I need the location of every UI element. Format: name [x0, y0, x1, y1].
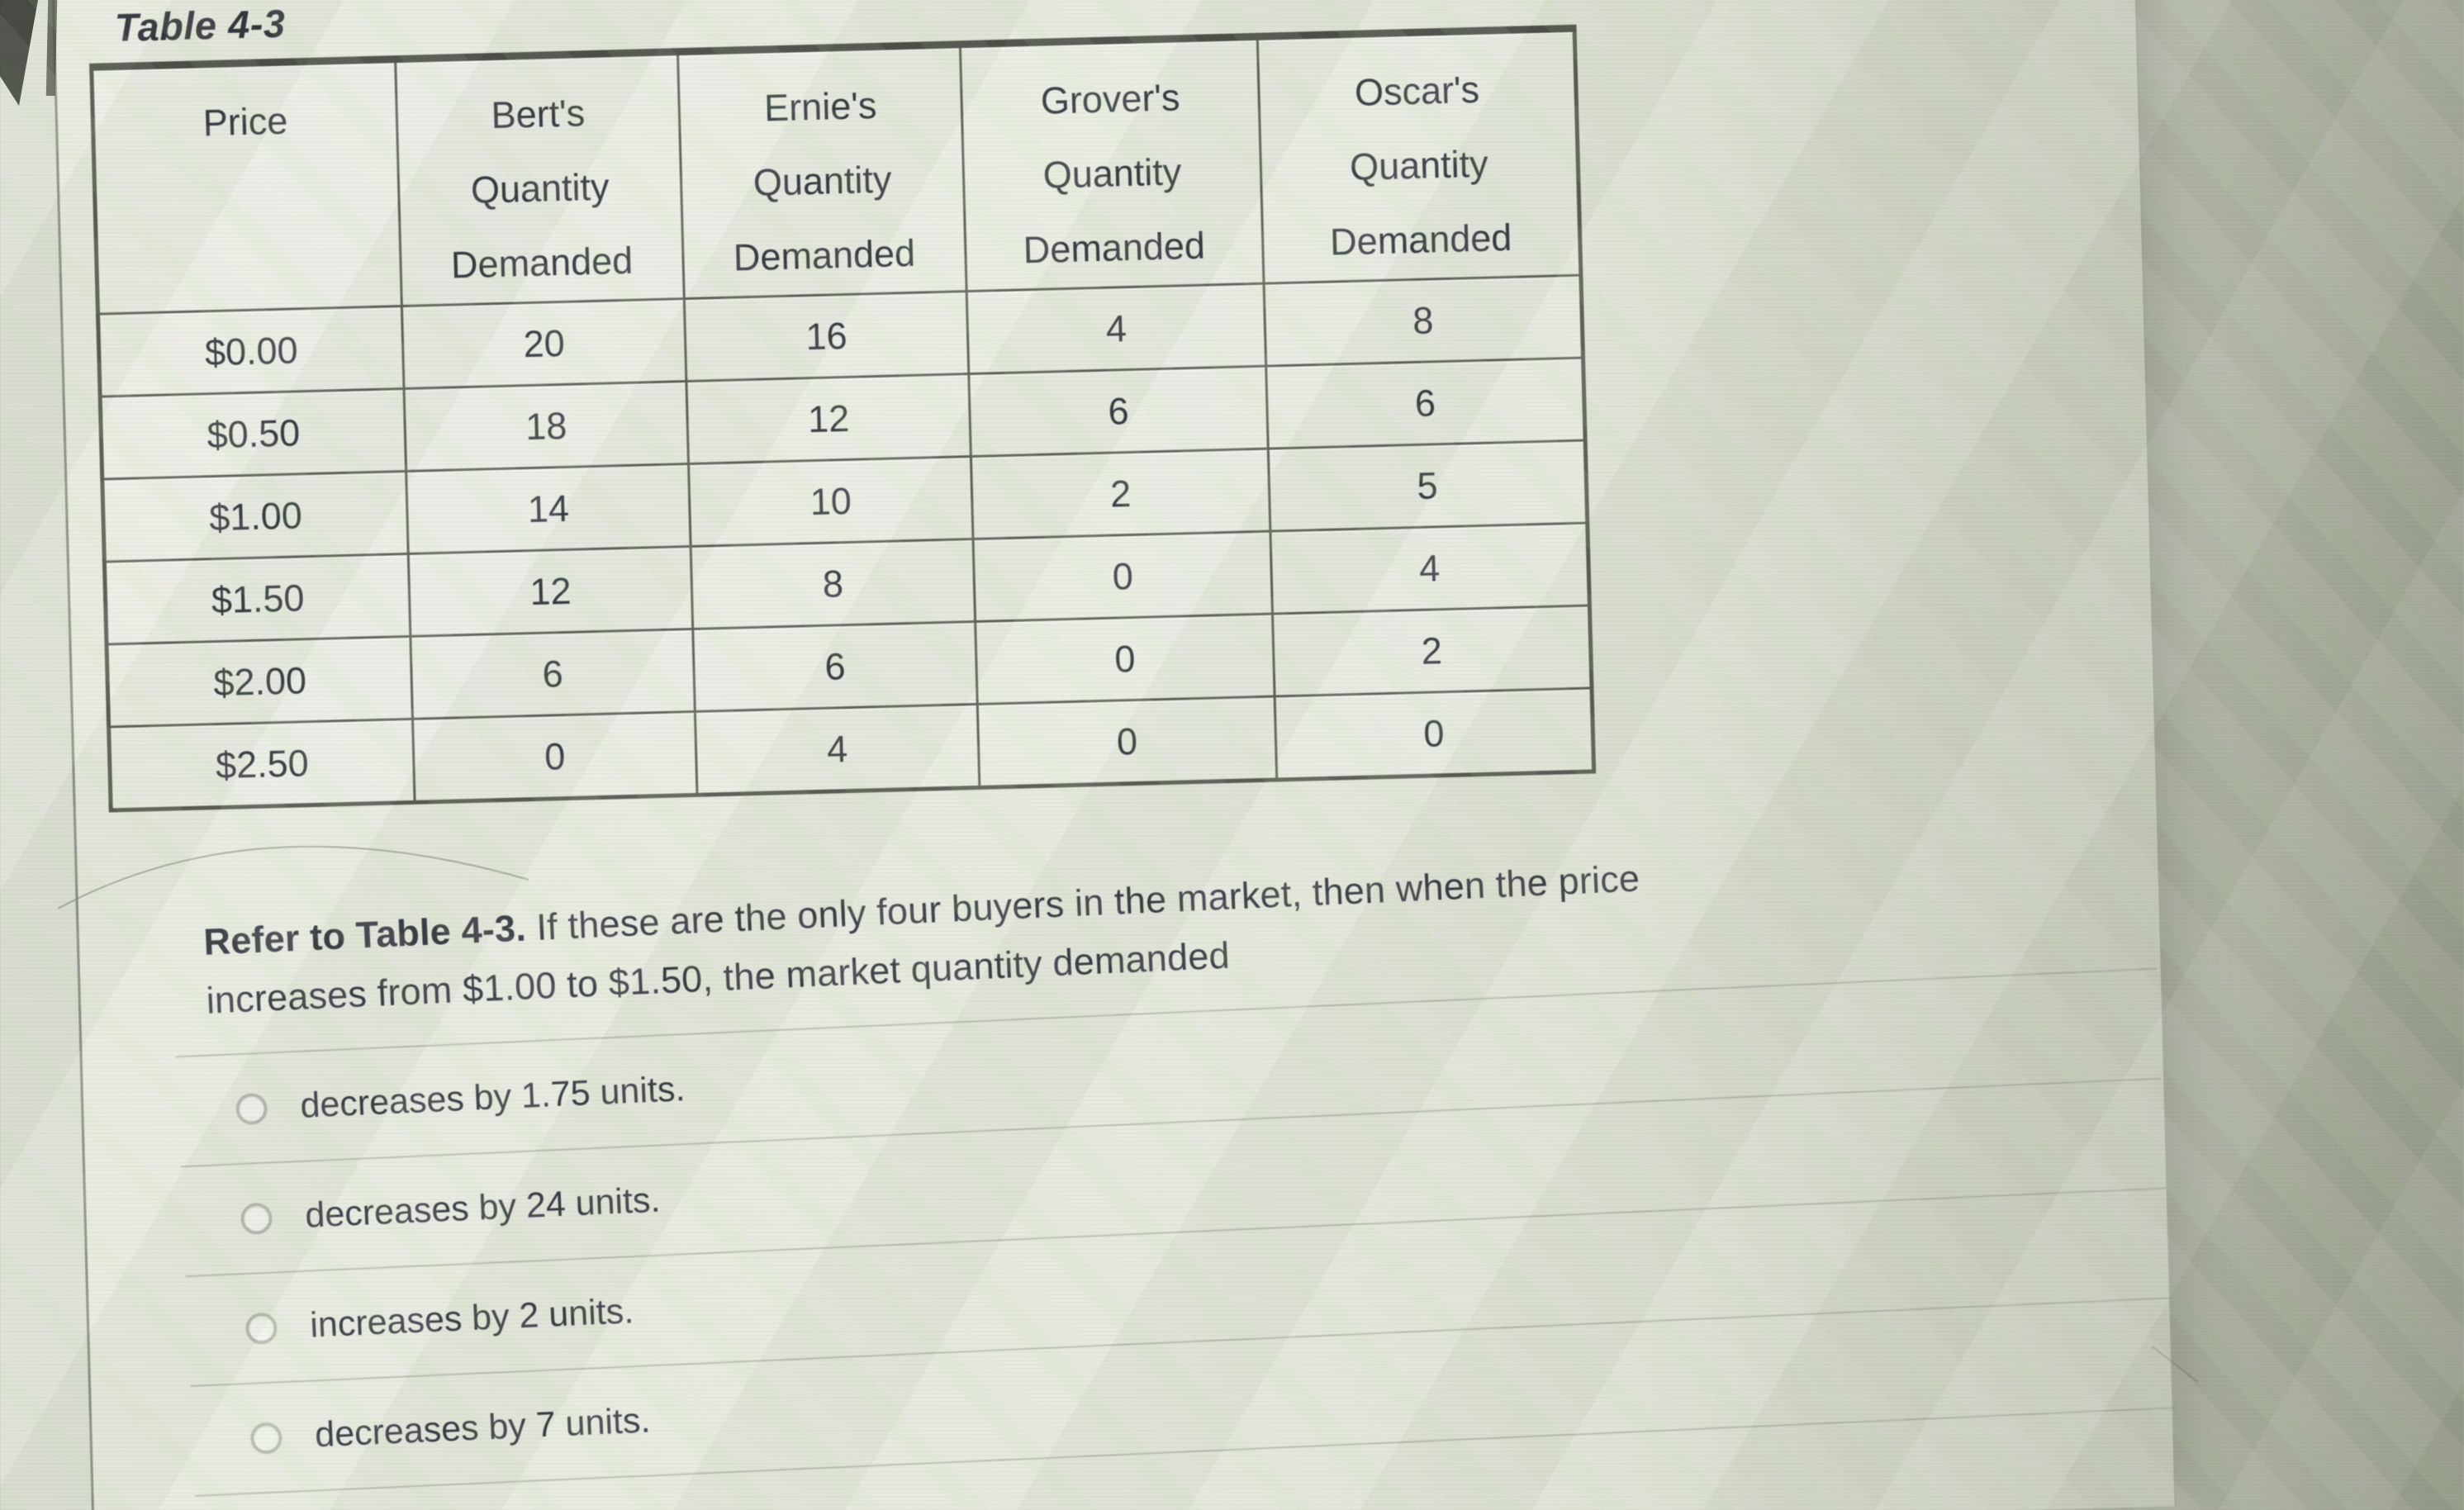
quantity-cell: 6	[410, 629, 696, 719]
radio-icon[interactable]	[235, 1092, 268, 1125]
table-body: $0.00 20 16 4 8 $0.50 18 12 6 6 $1.00 14 10 2 5 $1.50 12…	[97, 275, 1594, 810]
quantity-cell: 0	[973, 531, 1273, 622]
quantity-cell: 6	[968, 366, 1269, 457]
radio-icon[interactable]	[249, 1421, 283, 1455]
price-cell: $0.00	[97, 306, 405, 397]
quantity-cell: 4	[966, 283, 1266, 374]
table-header-row: Price Bert's Quantity Demanded Ernie's Q…	[91, 28, 1581, 315]
quantity-cell: 12	[408, 546, 693, 637]
col-header-grover: Grover's Quantity Demanded	[960, 36, 1265, 292]
options-list: decreases by 1.75 units. decreases by 24 …	[175, 967, 2177, 1498]
quantity-cell: 20	[401, 298, 686, 389]
quantity-cell: 14	[406, 463, 691, 554]
scratch-mark	[57, 845, 529, 910]
col-header-oscar: Oscar's Quantity Demanded	[1257, 28, 1581, 284]
screen-corner-shadow	[0, 0, 38, 106]
quantity-cell: 4	[1270, 523, 1590, 615]
price-cell: $0.50	[100, 388, 406, 480]
price-cell: $1.00	[102, 471, 409, 563]
quantity-cell: 8	[1264, 275, 1583, 367]
quantity-cell: 5	[1268, 440, 1588, 532]
quantity-cell: 6	[692, 621, 978, 712]
quantity-cell: 16	[684, 291, 969, 382]
demand-table: Price Bert's Quantity Demanded Ernie's Q…	[89, 24, 1597, 813]
quantity-cell: 18	[404, 381, 689, 472]
quantity-cell: 0	[977, 696, 1277, 788]
price-cell: $1.50	[104, 553, 411, 645]
quantity-cell: 2	[1272, 605, 1592, 697]
quiz-card: Table 4-3 Price Bert's Quantity Demanded…	[51, 0, 2177, 1510]
quantity-cell: 2	[971, 449, 1270, 539]
price-cell: $2.00	[106, 636, 413, 727]
radio-icon[interactable]	[245, 1312, 278, 1345]
quantity-cell: 0	[975, 614, 1275, 705]
option-label: decreases by 1.75 units.	[299, 1069, 686, 1126]
quantity-cell: 12	[686, 373, 971, 464]
quantity-cell: 4	[695, 704, 980, 795]
option-label: decreases by 7 units.	[314, 1400, 652, 1455]
col-header-bert: Bert's Quantity Demanded	[395, 51, 685, 306]
table-title: Table 4-3	[114, 1, 287, 50]
quantity-cell: 0	[1275, 687, 1594, 780]
radio-icon[interactable]	[240, 1202, 273, 1235]
col-header-price: Price	[91, 59, 402, 315]
quantity-cell: 6	[1265, 358, 1586, 449]
col-header-ernie: Ernie's Quantity Demanded	[677, 44, 967, 299]
option-label: decreases by 24 units.	[304, 1180, 662, 1236]
quantity-cell: 10	[688, 456, 974, 547]
option-label: increases by 2 units.	[309, 1291, 635, 1346]
quantity-cell: 8	[691, 539, 976, 629]
